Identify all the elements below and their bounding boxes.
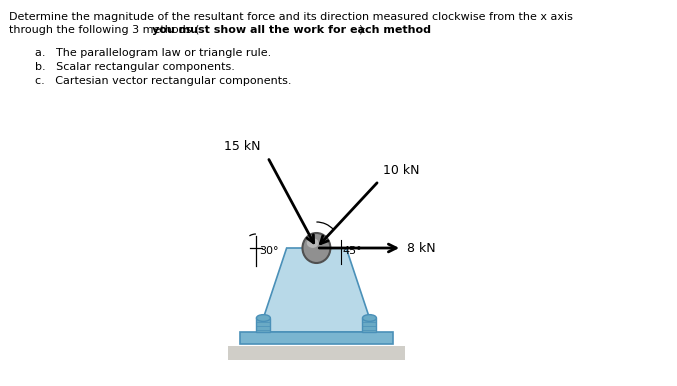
Bar <box>362 318 376 332</box>
Ellipse shape <box>362 315 376 322</box>
Text: through the following 3 methods (: through the following 3 methods ( <box>9 25 200 35</box>
Ellipse shape <box>257 315 270 322</box>
Text: a.   The parallelogram law or triangle rule.: a. The parallelogram law or triangle rul… <box>35 48 271 58</box>
Polygon shape <box>259 248 374 332</box>
Text: 30°: 30° <box>259 246 278 256</box>
Text: ):: ): <box>358 25 366 35</box>
Text: 10 kN: 10 kN <box>383 164 419 177</box>
Ellipse shape <box>303 233 330 263</box>
Ellipse shape <box>307 238 319 248</box>
Bar <box>257 318 270 332</box>
Text: you must show all the work for each method: you must show all the work for each meth… <box>152 25 431 35</box>
Polygon shape <box>228 346 405 360</box>
Text: c.   Cartesian vector rectangular components.: c. Cartesian vector rectangular componen… <box>35 76 292 86</box>
Text: Determine the magnitude of the resultant force and its direction measured clockw: Determine the magnitude of the resultant… <box>9 12 573 22</box>
Text: 8 kN: 8 kN <box>407 242 435 254</box>
Text: b.   Scalar rectangular components.: b. Scalar rectangular components. <box>35 62 235 72</box>
Text: 45°: 45° <box>343 246 362 256</box>
Bar <box>240 332 393 344</box>
Text: 15 kN: 15 kN <box>223 140 260 153</box>
